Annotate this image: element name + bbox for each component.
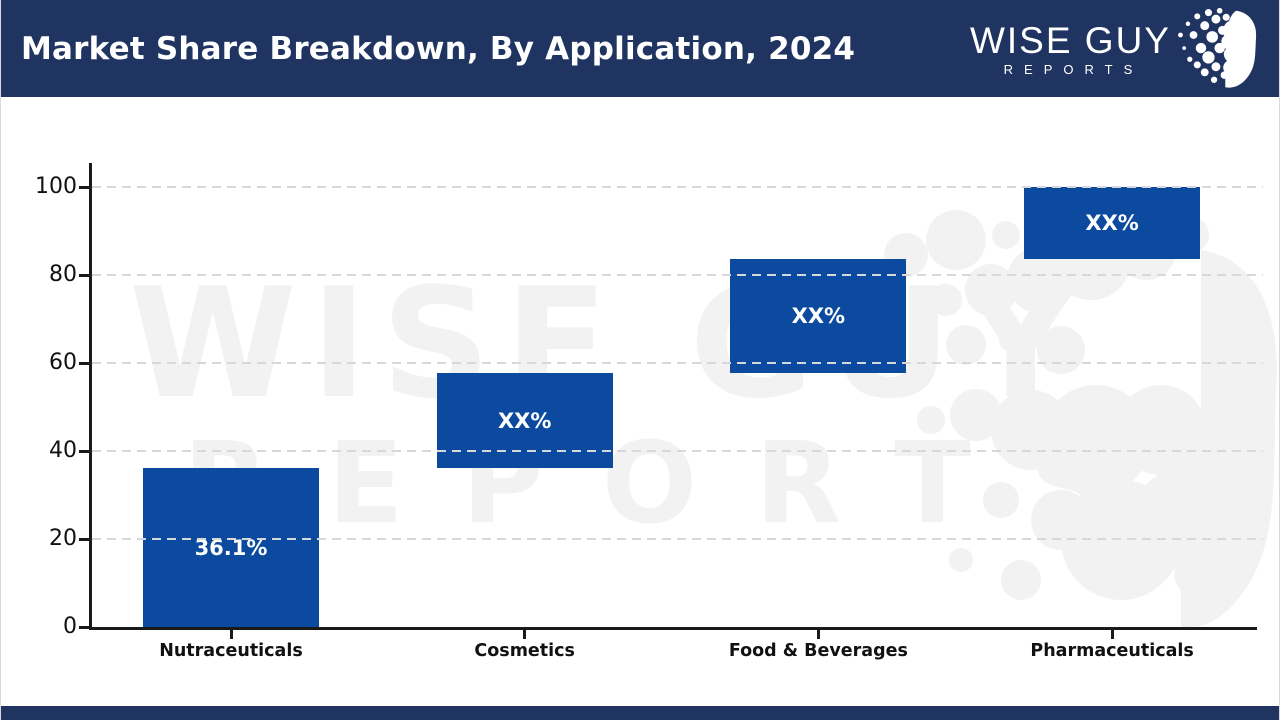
x-axis-line — [89, 627, 1257, 630]
y-tick-label-100: 100 — [35, 174, 77, 199]
footer-bar — [1, 706, 1279, 720]
bar-cosmetics: XX% — [436, 373, 613, 469]
y-tick-80 — [79, 273, 89, 277]
logo-subtitle: REPORTS — [1003, 61, 1144, 77]
bar-pharmaceuticals: XX% — [1024, 187, 1201, 260]
y-tick-label-40: 40 — [49, 438, 77, 463]
bar-value-label: XX% — [1085, 211, 1139, 236]
gridline-20 — [92, 538, 1263, 540]
logo-wordmark: WISE GUY — [969, 19, 1171, 61]
y-tick-40 — [79, 449, 89, 453]
y-tick-60 — [79, 361, 89, 365]
gridline-40 — [92, 450, 1263, 452]
x-category-label-0: Nutraceuticals — [159, 641, 303, 661]
x-tick-3 — [1110, 630, 1114, 639]
wise-guy-reports-logo: WISE GUY REPORTS — [970, 6, 1257, 92]
page-title: Market Share Breakdown, By Application, … — [21, 30, 856, 67]
y-tick-20 — [79, 537, 89, 541]
y-axis-line — [89, 163, 92, 630]
y-tick-label-0: 0 — [63, 614, 77, 639]
y-tick-0 — [79, 625, 89, 629]
bar-value-label: XX% — [791, 304, 846, 329]
header: Market Share Breakdown, By Application, … — [1, 0, 1279, 97]
dotted-face-icon — [1178, 7, 1257, 88]
x-category-label-2: Food & Beverages — [728, 641, 908, 661]
bar-value-label: XX% — [497, 408, 552, 433]
y-tick-label-80: 80 — [49, 262, 77, 287]
x-tick-2 — [816, 630, 820, 639]
bar-nutraceuticals: 36.1% — [143, 468, 319, 627]
x-tick-1 — [523, 630, 527, 639]
x-category-label-1: Cosmetics — [474, 641, 575, 661]
gridline-100 — [92, 186, 1263, 188]
x-tick-0 — [229, 630, 233, 639]
bar-food-beverages: XX% — [730, 259, 907, 374]
logo-text: WISE GUY REPORTS — [970, 22, 1171, 76]
y-tick-label-60: 60 — [49, 350, 77, 375]
x-category-label-3: Pharmaceuticals — [1030, 641, 1194, 661]
y-tick-100 — [79, 185, 89, 189]
gridline-80 — [92, 274, 1263, 276]
gridline-60 — [92, 362, 1263, 364]
y-tick-label-20: 20 — [49, 526, 77, 551]
